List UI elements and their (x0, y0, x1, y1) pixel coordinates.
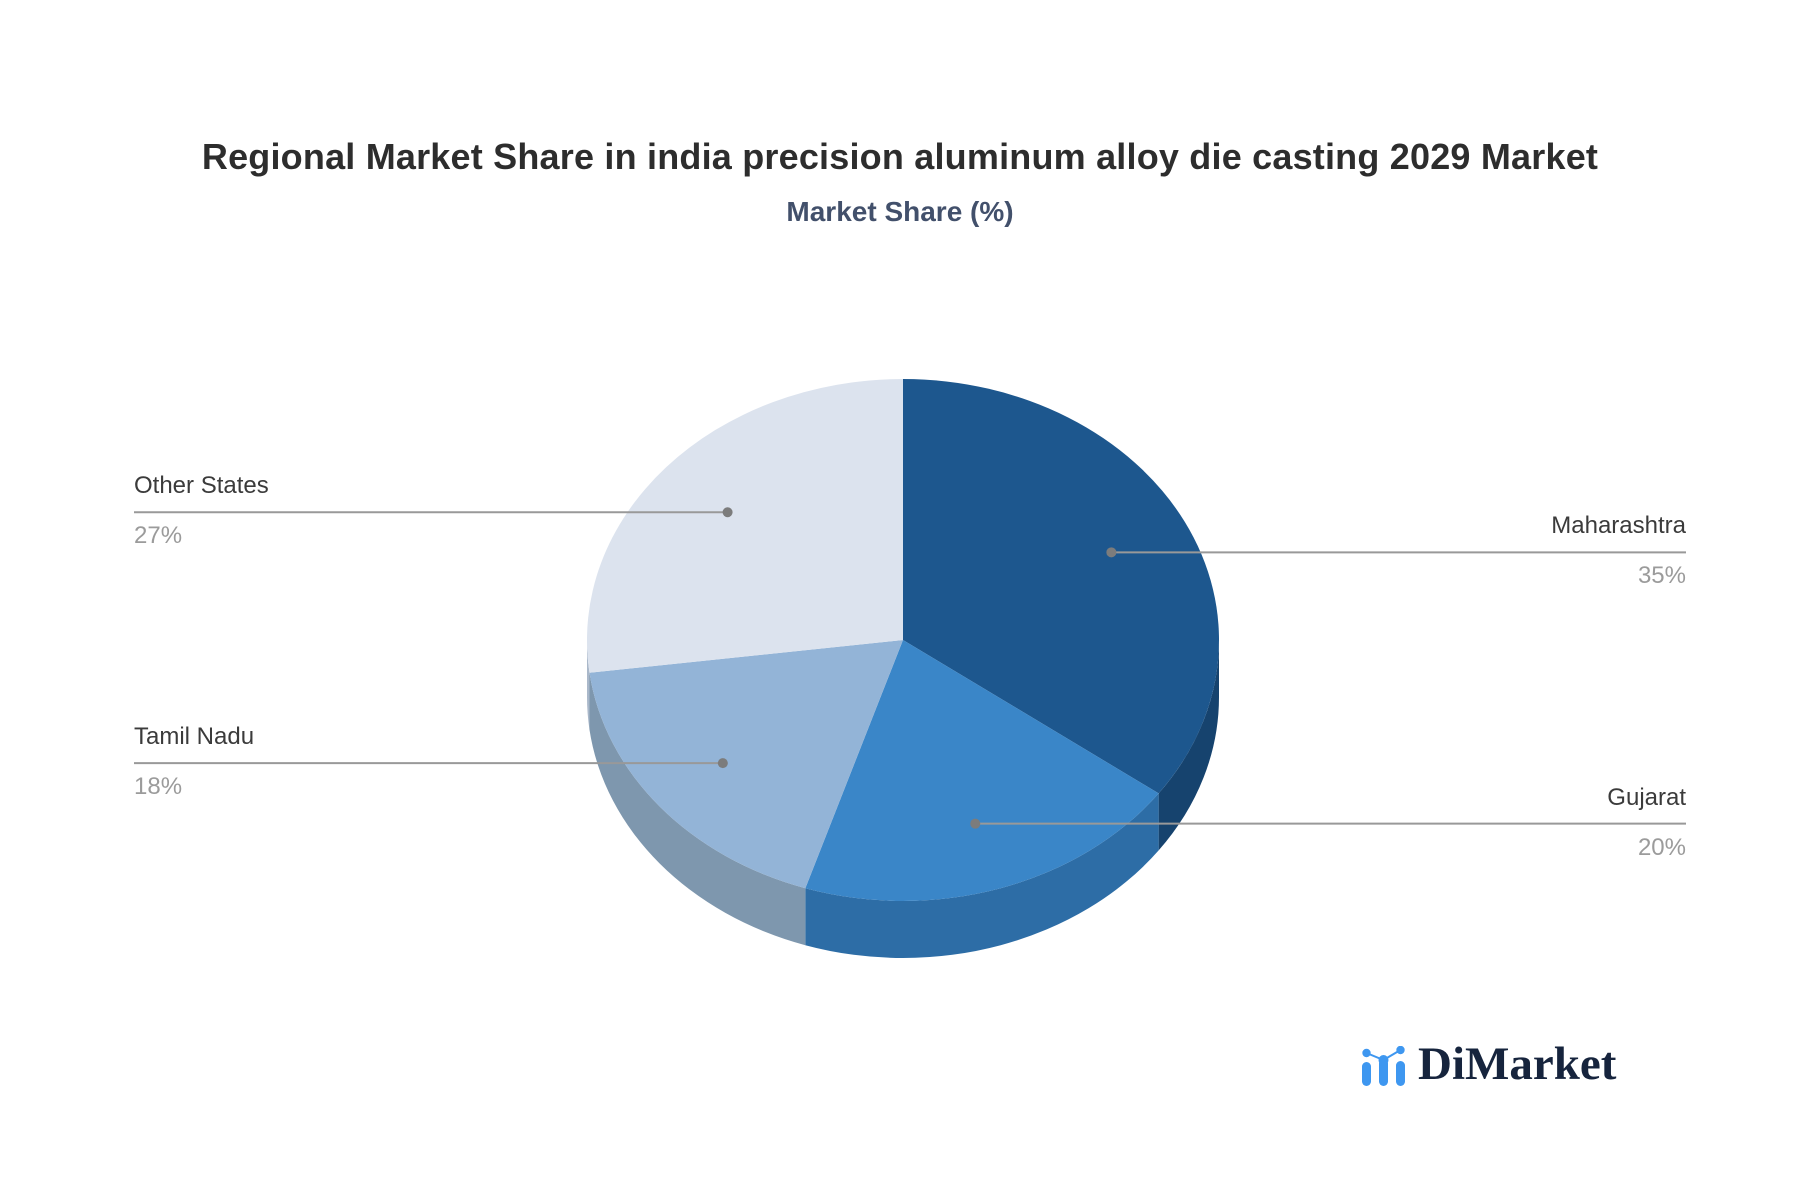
leader-dot-gujarat (970, 818, 981, 829)
slice-label-tamil-nadu: Tamil Nadu (134, 723, 255, 751)
pie-side-gujarat (805, 793, 1159, 958)
pie-side-other-states (587, 640, 590, 730)
slice-label-gujarat: Gujarat (1607, 783, 1686, 811)
slice-percent-other-states: 27% (134, 522, 183, 550)
slice-percent-gujarat: 20% (1637, 833, 1686, 861)
leader-dot-maharashtra (1106, 547, 1117, 558)
slice-label-maharashtra: Maharashtra (1551, 512, 1686, 540)
pie-side-tamil-nadu (589, 672, 806, 946)
dimarket-logo-text: DiMarket (1418, 1038, 1617, 1090)
slice-label-other-states: Other States (134, 472, 269, 500)
pie-slice-gujarat (805, 640, 1159, 901)
leader-dot-other-states (722, 507, 733, 518)
pie-slice-other-states (587, 378, 903, 673)
pie-slice-tamil-nadu (589, 640, 903, 889)
pie-side-maharashtra (1158, 640, 1219, 851)
dimarket-logo: DiMarket (1360, 1038, 1617, 1090)
chart-subtitle: Market Share (%) (786, 196, 1014, 227)
pie-slice-maharashtra (903, 379, 1219, 794)
slice-percent-tamil-nadu: 18% (134, 773, 183, 801)
chart-title: Regional Market Share in india precision… (201, 136, 1599, 177)
leader-dot-tamil-nadu (717, 758, 728, 769)
bar-line-chart-icon (1362, 1046, 1405, 1086)
slice-percent-maharashtra: 35% (1637, 562, 1686, 590)
